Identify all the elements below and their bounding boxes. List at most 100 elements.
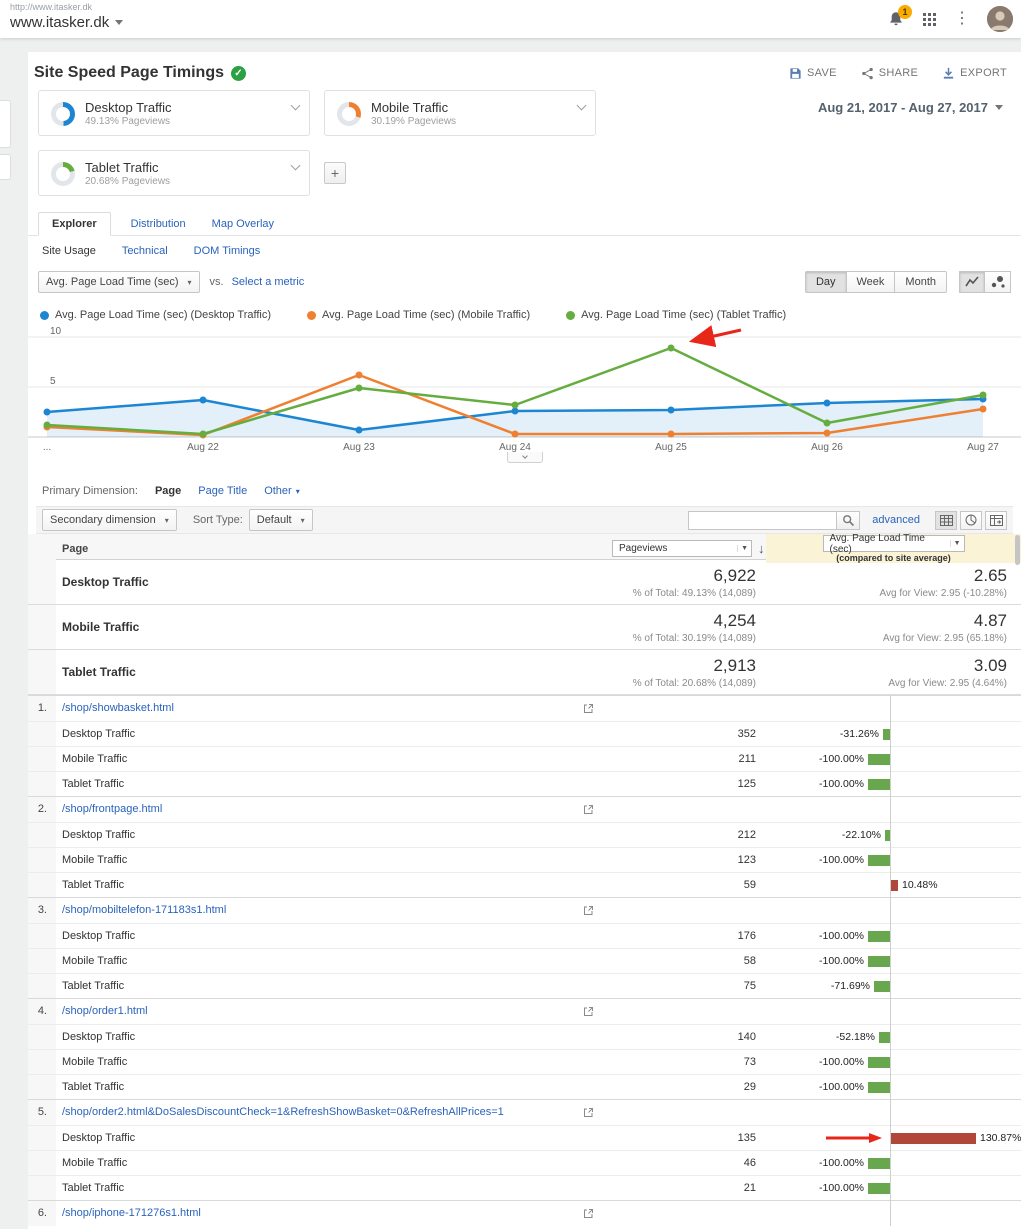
date-range-selector[interactable]: Aug 21, 2017 - Aug 27, 2017 — [818, 100, 1003, 115]
segment-detail: 49.13% Pageviews — [85, 115, 171, 127]
segments-section: Desktop Traffic 49.13% Pageviews Mobile Tr… — [28, 82, 1021, 196]
pct-value: -100.00% — [819, 1056, 864, 1068]
column-header-page[interactable]: Page — [62, 542, 89, 555]
pageviews-value: 352 — [737, 728, 756, 740]
pct-value: -100.00% — [819, 778, 864, 790]
subtab-dom-timings[interactable]: DOM Timings — [193, 245, 261, 257]
row-gutter — [28, 1050, 56, 1074]
page-link[interactable]: /shop/showbasket.html — [62, 702, 174, 714]
segment-card-desktop-traffic[interactable]: Desktop Traffic 49.13% Pageviews — [38, 90, 310, 136]
row-number: 4. — [28, 999, 56, 1024]
metric-dropdown-label: Avg. Page Load Time (sec) — [46, 276, 179, 288]
external-link-icon[interactable] — [583, 804, 594, 815]
table-view-button[interactable] — [935, 510, 957, 530]
select-metric-link[interactable]: Select a metric — [231, 276, 305, 288]
save-icon — [790, 67, 801, 79]
chevron-down-icon — [995, 105, 1003, 110]
segment-data-row: Desktop Traffic 212 -22.10% — [28, 822, 1021, 847]
motion-chart-view-button[interactable] — [985, 271, 1011, 293]
legend-item: Avg. Page Load Time (sec) (Mobile Traffi… — [307, 309, 530, 321]
summary-pageviews: 4,254 % of Total: 30.19% (14,089) — [604, 605, 766, 649]
row-number: 5. — [28, 1100, 56, 1125]
row-number: 1. — [28, 696, 56, 721]
granularity-day[interactable]: Day — [804, 271, 847, 293]
external-link-icon[interactable] — [583, 1006, 594, 1017]
add-segment-button[interactable]: + — [324, 162, 346, 184]
metric-column-dropdown[interactable]: Avg. Page Load Time (sec) ▼ — [822, 533, 965, 555]
page-link[interactable]: /shop/mobiltelefon-171183s1.html — [62, 904, 227, 916]
tab-explorer[interactable]: Explorer — [38, 212, 111, 236]
sort-descending-icon[interactable]: ↓ — [758, 541, 765, 556]
segment-data-row: Mobile Traffic 46 -100.00% — [28, 1150, 1021, 1175]
percentage-view-button[interactable] — [960, 510, 982, 530]
external-link-icon[interactable] — [583, 703, 594, 714]
user-avatar[interactable] — [987, 6, 1013, 32]
table-search-button[interactable] — [836, 510, 861, 530]
subtab-technical[interactable]: Technical — [121, 245, 168, 257]
pct-value: -31.26% — [839, 728, 879, 740]
collapsed-panel-tab[interactable] — [0, 154, 11, 180]
segment-label: Mobile Traffic — [62, 753, 128, 765]
scrollbar-thumb[interactable] — [1015, 535, 1020, 565]
topbar: http://www.itasker.dk www.itasker.dk 1 ⋮ — [0, 0, 1021, 38]
external-link-icon[interactable] — [583, 1107, 594, 1118]
metric-dropdown[interactable]: Avg. Page Load Time (sec) ▾ — [38, 271, 200, 293]
subtab-site-usage[interactable]: Site Usage — [42, 245, 96, 257]
pct-value: -100.00% — [819, 753, 864, 765]
comparison-bar — [891, 1133, 976, 1144]
granularity-month[interactable]: Month — [895, 271, 947, 293]
row-gutter — [28, 722, 56, 746]
share-button[interactable]: SHARE — [861, 67, 918, 80]
pct-value: -100.00% — [819, 854, 864, 866]
apps-grid-button[interactable] — [922, 12, 937, 27]
row-gutter — [28, 1126, 56, 1150]
export-button[interactable]: EXPORT — [942, 67, 1007, 80]
segment-data-row: Mobile Traffic 73 -100.00% — [28, 1049, 1021, 1074]
more-menu-button[interactable]: ⋮ — [954, 10, 970, 27]
segment-card-tablet-traffic[interactable]: Tablet Traffic 20.68% Pageviews — [38, 150, 310, 196]
date-range-text: Aug 21, 2017 - Aug 27, 2017 — [817, 100, 988, 115]
pageviews-column-dropdown[interactable]: Pageviews ▼ — [612, 540, 752, 557]
table-search-input[interactable] — [688, 510, 837, 530]
save-button[interactable]: SAVE — [789, 67, 837, 80]
sort-type-label: Sort Type: — [192, 514, 243, 526]
pageviews-cell — [604, 999, 766, 1024]
dimension-page[interactable]: Page — [154, 485, 182, 497]
svg-text:Aug 22: Aug 22 — [187, 442, 219, 453]
account-switcher[interactable]: http://www.itasker.dk www.itasker.dk — [10, 2, 124, 32]
external-link-icon[interactable] — [583, 905, 594, 916]
row-gutter — [28, 1025, 56, 1049]
pivot-view-button[interactable] — [985, 510, 1007, 530]
legend-dot-icon — [566, 310, 576, 320]
page-link[interactable]: /shop/iphone-171276s1.html — [62, 1207, 201, 1219]
svg-text:Aug 24: Aug 24 — [499, 442, 531, 453]
notifications-button[interactable]: 1 — [887, 5, 912, 28]
collapsed-panel-tab[interactable] — [0, 100, 11, 148]
pageviews-value: 6,922 — [713, 565, 756, 585]
segment-card-mobile-traffic[interactable]: Mobile Traffic 30.19% Pageviews — [324, 90, 596, 136]
comparison-bar — [868, 1183, 890, 1194]
secondary-dimension-dropdown[interactable]: Secondary dimension ▾ — [42, 509, 177, 531]
comparison-bar — [868, 1158, 890, 1169]
sort-type-dropdown[interactable]: Default ▾ — [248, 509, 313, 531]
annotations-toggle[interactable] — [506, 452, 543, 463]
page-link[interactable]: /shop/order1.html — [62, 1005, 148, 1017]
advanced-search-link[interactable]: advanced — [872, 514, 920, 526]
tab-map-overlay[interactable]: Map Overlay — [211, 218, 275, 230]
row-gutter — [28, 949, 56, 973]
page-link[interactable]: /shop/order2.html&DoSalesDiscountCheck=1… — [62, 1106, 504, 1118]
page-link[interactable]: /shop/frontpage.html — [62, 803, 163, 815]
granularity-week[interactable]: Week — [846, 271, 896, 293]
line-chart-view-button[interactable] — [959, 271, 985, 293]
svg-text:...: ... — [43, 442, 51, 453]
segment-label: Desktop Traffic — [62, 1031, 136, 1043]
svg-text:5: 5 — [50, 376, 56, 387]
dimension-other[interactable]: Other ▾ — [264, 485, 300, 497]
summary-row-mobile-traffic: Mobile Traffic 4,254 % of Total: 30.19% (1… — [28, 605, 1021, 650]
external-link-icon[interactable] — [583, 1208, 594, 1219]
dimension-page-title[interactable]: Page Title — [198, 485, 248, 497]
tab-distribution[interactable]: Distribution — [130, 218, 186, 230]
summary-label: Desktop Traffic — [62, 575, 149, 589]
pageviews-cell — [604, 1100, 766, 1125]
timeseries-chart[interactable]: 10 5... Aug 22 Aug 23 Aug 24 Aug 25 Aug 26 Aug … — [28, 325, 1021, 469]
